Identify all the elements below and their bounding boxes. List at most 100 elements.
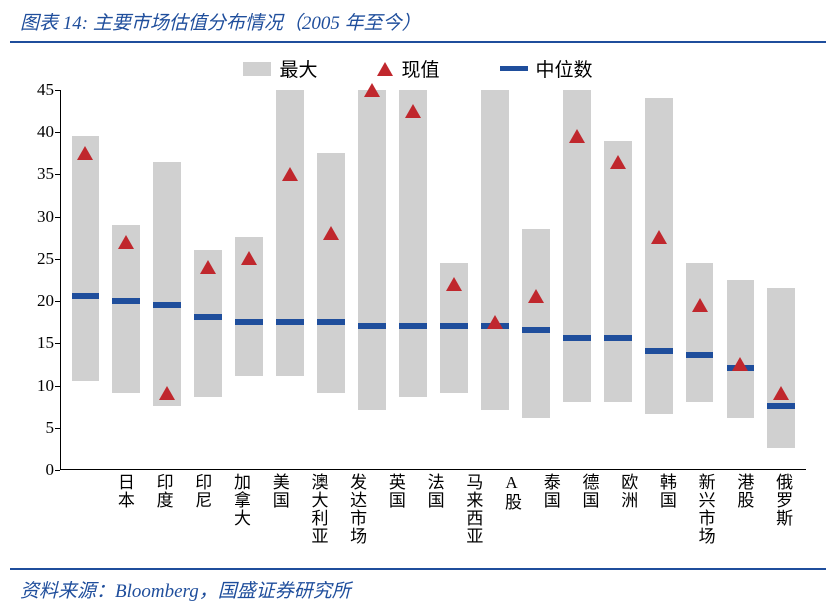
- x-tick-label: 德国: [570, 473, 609, 583]
- y-tick-label: 45: [20, 80, 54, 100]
- category-column: [65, 90, 106, 469]
- median-mark: [72, 293, 100, 299]
- category-column: [270, 90, 311, 469]
- x-tick-label: 澳大利亚: [299, 473, 338, 583]
- current-marker: [651, 230, 667, 244]
- source-row: 资料来源：Bloomberg，国盛证券研究所: [0, 568, 836, 603]
- range-bar: [604, 141, 632, 402]
- y-tick-label: 25: [20, 249, 54, 269]
- category-column: [311, 90, 352, 469]
- range-bar: [645, 98, 673, 414]
- median-mark: [563, 335, 591, 341]
- range-bar: [358, 90, 386, 410]
- median-mark: [153, 302, 181, 308]
- median-mark: [440, 323, 468, 329]
- current-marker: [241, 251, 257, 265]
- range-bar: [727, 280, 755, 419]
- x-tick-label: 港股: [725, 473, 764, 583]
- y-tick-label: 15: [20, 333, 54, 353]
- range-bar: [399, 90, 427, 397]
- x-tick-label: 泰国: [531, 473, 570, 583]
- category-column: [638, 90, 679, 469]
- median-mark: [399, 323, 427, 329]
- median-mark: [358, 323, 386, 329]
- y-tick-label: 0: [20, 460, 54, 480]
- x-tick-label: 韩国: [647, 473, 686, 583]
- y-tick-label: 10: [20, 376, 54, 396]
- median-mark: [522, 327, 550, 333]
- legend-swatch-line: [500, 66, 528, 71]
- legend-swatch-triangle: [377, 62, 393, 76]
- x-tick-label: 发达市场: [337, 473, 376, 583]
- legend: 最大 现值 中位数: [0, 43, 836, 90]
- chart-title: 图表 14: 主要市场估值分布情况（2005 年至今）: [0, 0, 836, 41]
- category-column: [474, 90, 515, 469]
- y-tick-label: 40: [20, 122, 54, 142]
- current-marker: [200, 260, 216, 274]
- current-marker: [282, 167, 298, 181]
- y-tick-label: 5: [20, 418, 54, 438]
- x-tick-label: 加拿大: [221, 473, 260, 583]
- category-column: [597, 90, 638, 469]
- median-mark: [604, 335, 632, 341]
- current-marker: [487, 315, 503, 329]
- y-tick-label: 30: [20, 207, 54, 227]
- range-bar: [767, 288, 795, 448]
- category-column: [515, 90, 556, 469]
- y-axis: 051015202530354045: [20, 90, 60, 470]
- y-tick-label: 35: [20, 164, 54, 184]
- current-marker: [77, 146, 93, 160]
- category-column: [433, 90, 474, 469]
- x-axis-labels: 日本印度印尼加拿大美国澳大利亚发达市场英国法国马来西亚A股泰国德国欧洲韩国新兴市…: [101, 469, 806, 583]
- range-bar: [686, 263, 714, 402]
- series-container: [61, 90, 806, 469]
- current-marker: [569, 129, 585, 143]
- legend-item-current: 现值: [377, 55, 439, 82]
- legend-item-max: 最大: [243, 55, 317, 82]
- median-mark: [317, 319, 345, 325]
- x-tick-label: 日本: [105, 473, 144, 583]
- legend-label-current: 现值: [401, 55, 439, 82]
- legend-label-median: 中位数: [536, 55, 593, 82]
- range-bar: [317, 153, 345, 393]
- median-mark: [645, 348, 673, 354]
- category-column: [352, 90, 393, 469]
- median-mark: [686, 352, 714, 358]
- x-tick-label: 美国: [260, 473, 299, 583]
- category-column: [147, 90, 188, 469]
- range-bar: [276, 90, 304, 376]
- median-mark: [112, 298, 140, 304]
- x-tick-label: 马来西亚: [453, 473, 492, 583]
- plot: 日本印度印尼加拿大美国澳大利亚发达市场英国法国马来西亚A股泰国德国欧洲韩国新兴市…: [60, 90, 806, 470]
- median-mark: [767, 403, 795, 409]
- current-marker: [773, 386, 789, 400]
- current-marker: [692, 298, 708, 312]
- x-tick-label: 欧洲: [608, 473, 647, 583]
- y-tick-label: 20: [20, 291, 54, 311]
- range-bar: [153, 162, 181, 406]
- category-column: [229, 90, 270, 469]
- x-tick-label: 新兴市场: [686, 473, 725, 583]
- range-bar: [481, 90, 509, 410]
- legend-label-max: 最大: [279, 55, 317, 82]
- range-bar: [522, 229, 550, 419]
- current-marker: [364, 83, 380, 97]
- category-column: [679, 90, 720, 469]
- x-tick-label: 印尼: [182, 473, 221, 583]
- range-bar: [112, 225, 140, 393]
- category-column: [556, 90, 597, 469]
- x-tick-label: 印度: [144, 473, 183, 583]
- category-column: [188, 90, 229, 469]
- current-marker: [159, 386, 175, 400]
- current-marker: [610, 155, 626, 169]
- current-marker: [446, 277, 462, 291]
- x-tick-label: A股: [492, 473, 531, 583]
- figure-container: 图表 14: 主要市场估值分布情况（2005 年至今） 最大 现值 中位数 0 5…: [0, 0, 836, 613]
- current-marker: [528, 289, 544, 303]
- x-tick-label: 法国: [415, 473, 454, 583]
- legend-item-median: 中位数: [500, 55, 593, 82]
- category-column: [720, 90, 761, 469]
- median-mark: [276, 319, 304, 325]
- range-bar: [72, 136, 100, 380]
- current-marker: [405, 104, 421, 118]
